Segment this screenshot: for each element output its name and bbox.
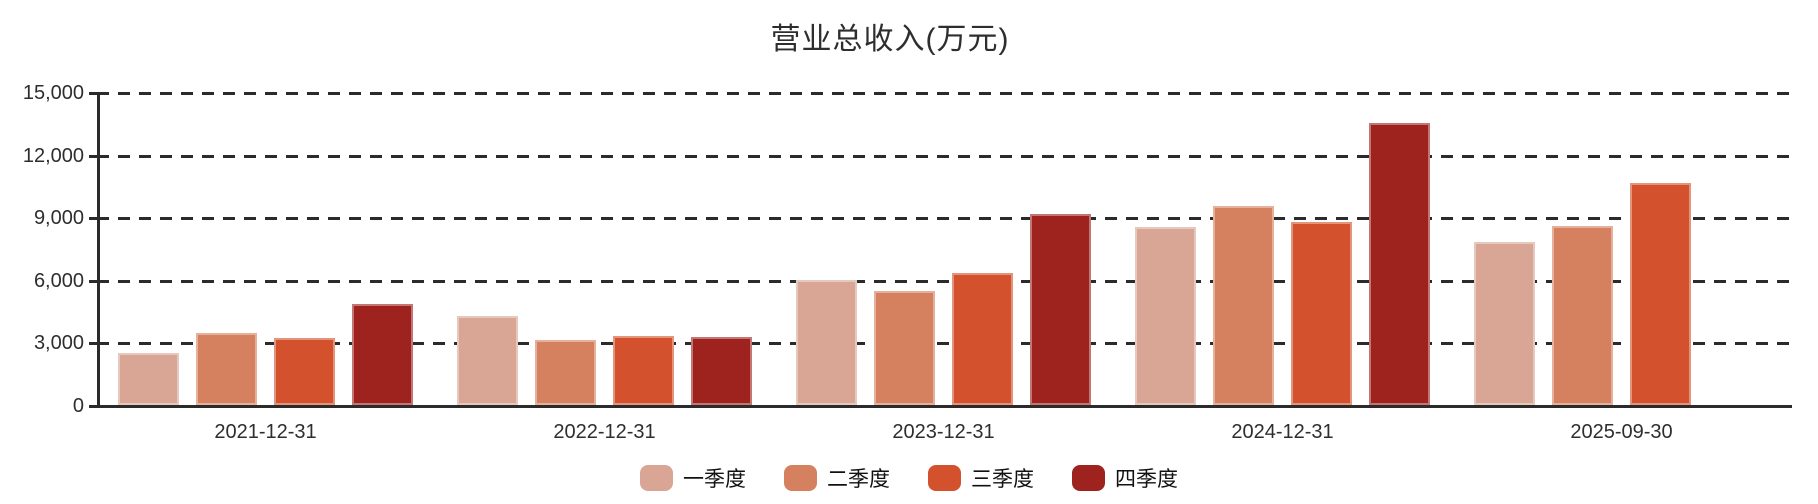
bar-2023-12-31-一季度[interactable] [796,279,857,405]
x-axis-label: 2022-12-31 [553,421,656,443]
gridline [97,154,1792,158]
bar-2021-12-31-一季度[interactable] [118,352,179,405]
legend-swatch [928,465,961,491]
bar-2024-12-31-一季度[interactable] [1135,226,1196,405]
x-axis-line [97,405,1792,408]
y-axis-label: 12,000 [22,144,84,167]
legend-item-四季度[interactable]: 四季度 [1072,463,1178,493]
bar-2023-12-31-三季度[interactable] [952,273,1013,405]
chart-title: 营业总收入(万元) [770,23,1010,56]
y-axis-tick [89,154,97,158]
legend-swatch [640,465,673,491]
x-axis-label: 2025-09-30 [1570,421,1673,443]
gridline [97,217,1792,221]
y-axis-label: 0 [72,395,84,417]
y-axis-tick [89,342,97,346]
y-axis-tick [89,92,97,95]
bar-2024-12-31-三季度[interactable] [1291,222,1352,405]
y-axis-tick [89,405,97,408]
gridline [97,279,1792,283]
bar-2025-09-30-一季度[interactable] [1474,241,1535,405]
bar-2024-12-31-四季度[interactable] [1369,123,1430,405]
y-axis-label: 6,000 [33,269,84,292]
y-axis-label: 9,000 [33,207,84,230]
x-axis-label: 2024-12-31 [1231,421,1334,443]
x-axis-label: 2021-12-31 [214,421,317,443]
gridline [97,92,1792,95]
y-axis-label: 3,000 [33,332,84,355]
legend-swatch [784,465,817,491]
bar-2024-12-31-二季度[interactable] [1213,205,1274,405]
gridline [97,342,1792,346]
bar-2022-12-31-三季度[interactable] [613,336,674,405]
bar-2025-09-30-二季度[interactable] [1552,225,1613,405]
x-axis-label: 2023-12-31 [892,421,995,443]
bar-2021-12-31-二季度[interactable] [196,332,257,405]
legend-item-一季度[interactable]: 一季度 [640,463,746,493]
legend-item-二季度[interactable]: 二季度 [784,463,890,493]
bar-2022-12-31-二季度[interactable] [535,340,596,405]
bar-2021-12-31-三季度[interactable] [274,338,335,405]
legend-label: 三季度 [971,468,1034,491]
legend-label: 一季度 [683,468,746,491]
legend-label: 二季度 [827,468,890,491]
y-axis-line [97,92,100,408]
bar-2022-12-31-四季度[interactable] [691,337,752,405]
bar-2025-09-30-三季度[interactable] [1630,182,1691,405]
legend-label: 四季度 [1115,468,1178,491]
legend: 一季度 二季度 三季度 四季度 [0,463,1818,493]
bar-2023-12-31-四季度[interactable] [1030,214,1091,405]
bar-2023-12-31-二季度[interactable] [874,291,935,405]
y-axis-tick [89,217,97,221]
bar-2021-12-31-四季度[interactable] [352,304,413,405]
y-axis-tick [89,279,97,283]
y-axis-label: 15,000 [22,82,84,104]
bar-2022-12-31-一季度[interactable] [457,316,518,405]
legend-item-三季度[interactable]: 三季度 [928,463,1034,493]
legend-swatch [1072,465,1105,491]
